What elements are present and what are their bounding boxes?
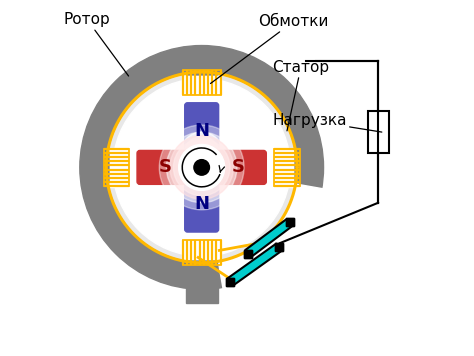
Circle shape <box>196 155 208 167</box>
Circle shape <box>159 125 244 210</box>
Text: Ротор: Ротор <box>64 12 128 76</box>
Bar <box>187 255 217 281</box>
Bar <box>183 240 220 265</box>
Circle shape <box>192 150 211 168</box>
Bar <box>183 69 220 95</box>
Bar <box>186 286 218 303</box>
Bar <box>104 148 129 186</box>
Circle shape <box>199 159 205 166</box>
Circle shape <box>170 136 234 199</box>
Bar <box>89 152 114 182</box>
Text: N: N <box>194 122 209 140</box>
Circle shape <box>181 132 223 174</box>
Circle shape <box>183 137 220 173</box>
Text: S: S <box>159 158 172 177</box>
Bar <box>110 148 293 187</box>
Circle shape <box>173 139 230 196</box>
Bar <box>274 148 300 186</box>
Circle shape <box>80 46 324 289</box>
Bar <box>182 76 221 259</box>
Text: Статор: Статор <box>273 60 329 131</box>
FancyBboxPatch shape <box>185 103 219 167</box>
FancyBboxPatch shape <box>202 151 266 184</box>
Circle shape <box>166 132 237 203</box>
Text: S: S <box>231 158 245 177</box>
Circle shape <box>190 146 214 170</box>
Text: Нагрузка: Нагрузка <box>273 113 382 132</box>
Bar <box>290 152 315 182</box>
Circle shape <box>194 159 210 175</box>
Circle shape <box>108 74 295 261</box>
Circle shape <box>179 145 225 190</box>
Bar <box>368 111 389 153</box>
Bar <box>187 54 217 80</box>
Text: Обмотки: Обмотки <box>210 14 328 84</box>
FancyBboxPatch shape <box>137 151 201 184</box>
Bar <box>186 76 218 259</box>
Bar <box>110 152 293 183</box>
Wedge shape <box>201 167 325 291</box>
Circle shape <box>179 145 225 190</box>
Circle shape <box>184 150 219 185</box>
Circle shape <box>187 141 217 172</box>
Circle shape <box>108 74 295 261</box>
FancyBboxPatch shape <box>185 168 219 232</box>
Circle shape <box>113 79 291 256</box>
Circle shape <box>113 79 291 256</box>
Text: N: N <box>194 195 209 213</box>
